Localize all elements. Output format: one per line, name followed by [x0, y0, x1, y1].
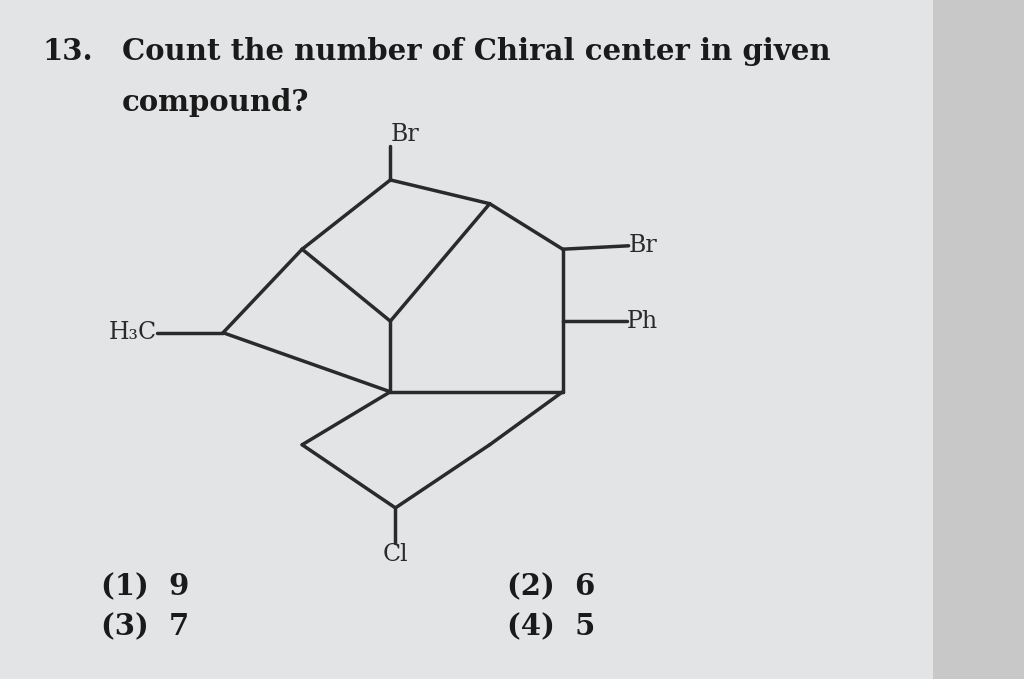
Text: H₃C: H₃C	[109, 321, 157, 344]
Text: (2)  6: (2) 6	[507, 572, 595, 601]
Text: Ph: Ph	[627, 310, 657, 333]
FancyBboxPatch shape	[0, 0, 933, 679]
Text: (1)  9: (1) 9	[101, 572, 189, 601]
Text: compound?: compound?	[122, 88, 309, 117]
Text: Br: Br	[390, 123, 419, 146]
Text: (3)  7: (3) 7	[101, 612, 189, 642]
Text: 13.: 13.	[43, 37, 93, 67]
Text: (4)  5: (4) 5	[507, 612, 595, 642]
Text: Br: Br	[629, 234, 657, 257]
Text: Cl: Cl	[383, 543, 409, 566]
Text: Count the number of Chiral center in given: Count the number of Chiral center in giv…	[122, 37, 830, 67]
